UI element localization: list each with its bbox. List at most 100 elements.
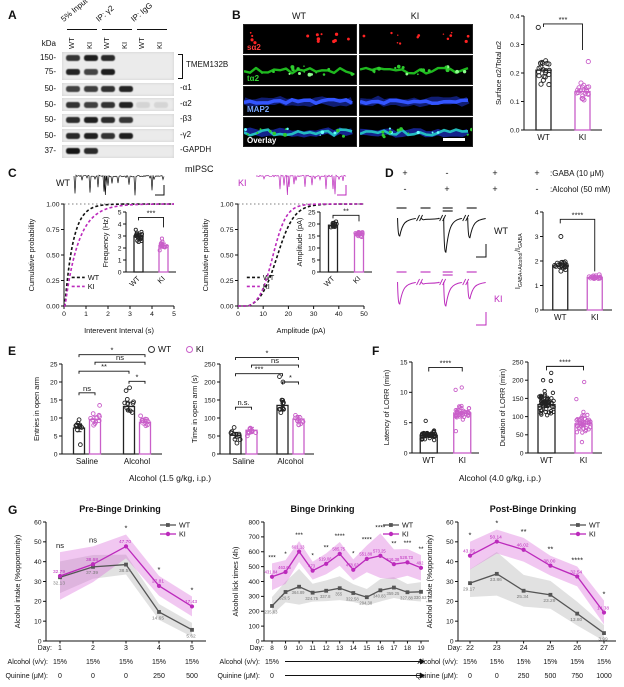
svg-text:1.00: 1.00 <box>46 201 59 208</box>
mipsc-title: mIPSC <box>185 164 214 174</box>
svg-text:0.1: 0.1 <box>510 99 520 106</box>
svg-text:150: 150 <box>512 396 524 403</box>
svg-text:10: 10 <box>259 311 267 318</box>
svg-text:50: 50 <box>360 311 368 318</box>
svg-text:50: 50 <box>34 539 42 546</box>
svg-text:30: 30 <box>446 579 454 586</box>
svg-text:*: * <box>191 586 194 595</box>
svg-text:**: ** <box>547 545 553 554</box>
svg-text:Cumulative probability: Cumulative probability <box>27 218 36 291</box>
svg-text:492: 492 <box>417 561 425 566</box>
blot-band <box>101 101 116 108</box>
svg-text:250: 250 <box>512 359 524 366</box>
svg-text:4: 4 <box>118 221 122 228</box>
svg-text:**: ** <box>324 544 330 551</box>
svg-text:****: **** <box>362 537 373 544</box>
svg-text:Day:: Day: <box>250 645 264 652</box>
blot-target-label: -γ2 <box>180 129 192 139</box>
lane-label: WT <box>137 37 147 49</box>
micrograph-blue-ki <box>359 86 473 116</box>
svg-text:15: 15 <box>308 233 316 240</box>
svg-text:40: 40 <box>335 311 343 318</box>
svg-text:5: 5 <box>404 420 408 427</box>
svg-text:300: 300 <box>248 594 259 601</box>
svg-text:32.13: 32.13 <box>53 581 65 587</box>
alc-sign-2: + <box>444 184 450 194</box>
svg-text:*: * <box>284 551 287 558</box>
lane-label: WT <box>67 37 77 49</box>
svg-text:359.25: 359.25 <box>387 591 400 596</box>
svg-text:*: * <box>469 531 472 540</box>
lane-label: KI <box>84 41 94 49</box>
svg-text:15%: 15% <box>53 659 67 666</box>
svg-text:0.50: 0.50 <box>220 252 233 259</box>
svg-text:KI: KI <box>591 313 599 322</box>
svg-text:355: 355 <box>335 592 343 597</box>
group-label: IP: IgG <box>129 0 155 24</box>
svg-text:364.89: 364.89 <box>292 590 305 595</box>
blot-band <box>66 55 81 62</box>
svg-text:250: 250 <box>518 673 530 680</box>
svg-text:*: * <box>125 523 128 532</box>
group-underline <box>102 29 132 30</box>
svg-text:500: 500 <box>545 673 557 680</box>
micrograph-label: sα2 <box>247 43 261 52</box>
blot-strip <box>62 98 174 111</box>
svg-text:0.00: 0.00 <box>220 303 233 310</box>
svg-text:37.39: 37.39 <box>86 570 98 576</box>
svg-text:3: 3 <box>535 234 539 241</box>
svg-text:WT: WT <box>423 456 436 465</box>
svg-text:***: *** <box>559 15 568 24</box>
svg-text:**: ** <box>101 362 107 371</box>
blot-band <box>118 86 133 92</box>
svg-text:1: 1 <box>58 645 62 652</box>
svg-text:Alcohol: Alcohol <box>277 457 303 466</box>
svg-text:Entries in open arm: Entries in open arm <box>32 377 41 441</box>
svg-text:20: 20 <box>308 221 316 228</box>
svg-text:KI: KI <box>156 274 167 285</box>
svg-text:WT: WT <box>179 521 191 530</box>
svg-text:400: 400 <box>248 579 259 586</box>
chart-cdf-amplitude: 0.000.250.500.751.000 10 20 30 40 50Amplitude… <box>201 201 368 335</box>
kda-marker: 50- <box>44 99 56 109</box>
blot-band <box>101 55 116 62</box>
post-binge-title: Post-Binge Drinking <box>489 504 577 514</box>
svg-text:15%: 15% <box>265 659 279 666</box>
svg-text:47.70: 47.70 <box>119 539 131 545</box>
panel-e-legend: WT KI <box>148 344 204 354</box>
blot-band <box>83 132 98 139</box>
panel-e-xlabel: Alcohol (1.5 g/kg, i.p.) <box>128 473 212 483</box>
svg-text:4: 4 <box>157 645 161 652</box>
blot-target-label: -GAPDH <box>180 145 212 154</box>
blot-band <box>118 132 133 139</box>
svg-text:Saline: Saline <box>232 457 255 466</box>
chart-amplitude-inset: 0 5 10 15 20 25 Amplitude (pA) WT KI ** <box>295 206 372 289</box>
svg-text:50: 50 <box>516 432 524 439</box>
svg-text:0: 0 <box>495 673 499 680</box>
blot-band <box>101 117 116 123</box>
svg-text:Alcohol intake (%opportunity): Alcohol intake (%opportunity) <box>425 535 434 629</box>
micrograph-label: MAP2 <box>247 105 270 114</box>
group-label: 5% Input <box>59 0 90 24</box>
trace-ki-label: KI <box>238 178 247 188</box>
svg-text:10: 10 <box>50 415 58 422</box>
svg-text:4: 4 <box>535 209 539 216</box>
svg-text:Quinine (μM):: Quinine (μM): <box>415 673 458 680</box>
chart-time-open-arm: 0 50 100 150 200 250 Time in open arm (s) Salin… <box>190 349 314 466</box>
svg-text:340.83: 340.83 <box>373 594 386 599</box>
gaba-row-label: :GABA (10 μM) <box>550 169 604 178</box>
svg-text:15%: 15% <box>543 659 557 666</box>
svg-text:4: 4 <box>150 311 154 318</box>
svg-text:250: 250 <box>153 673 165 680</box>
svg-text:516.38: 516.38 <box>387 557 400 562</box>
svg-text:Cumulative probability: Cumulative probability <box>201 218 210 291</box>
svg-text:38.68: 38.68 <box>86 557 98 563</box>
svg-text:****: **** <box>375 524 386 531</box>
svg-text:0.0: 0.0 <box>510 127 520 134</box>
blot-target-label: TMEM132B <box>186 60 229 69</box>
group-underline <box>67 29 97 30</box>
blot-band <box>83 117 98 123</box>
blot-band <box>66 117 81 123</box>
svg-text:15%: 15% <box>490 659 504 666</box>
